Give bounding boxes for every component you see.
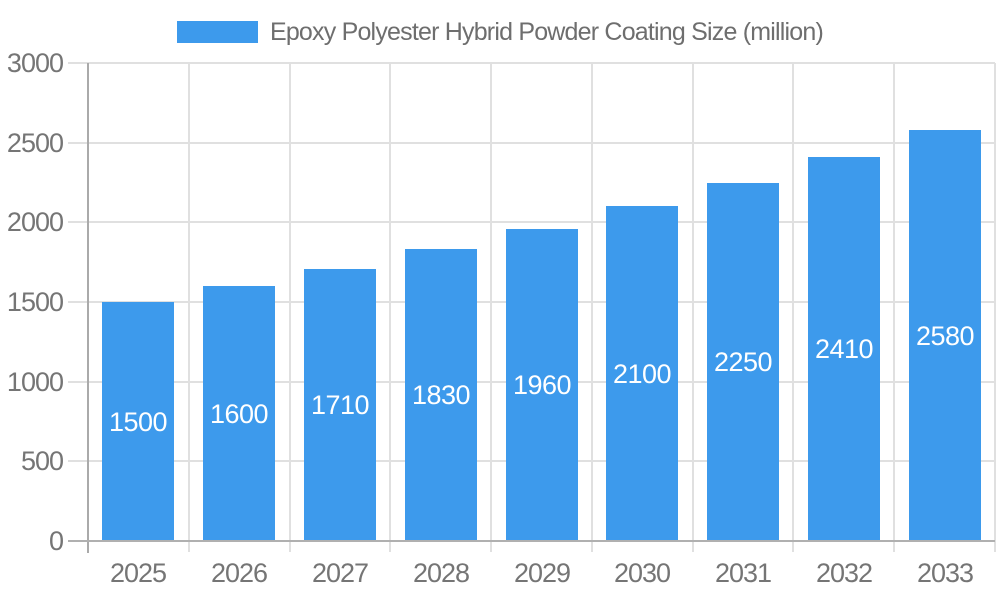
legend-series-label: Epoxy Polyester Hybrid Powder Coating Si… — [269, 18, 824, 46]
x-gridline — [792, 63, 794, 552]
x-tick-label: 2027 — [311, 558, 369, 588]
x-gridline — [692, 63, 694, 552]
x-gridline — [389, 63, 391, 552]
y-gridline — [68, 142, 995, 144]
y-tick-label: 2000 — [6, 207, 64, 237]
bar[interactable] — [506, 229, 578, 541]
x-gridline — [591, 63, 593, 552]
x-gridline — [994, 63, 996, 552]
y-tick-label: 1500 — [6, 287, 64, 317]
x-gridline — [490, 63, 492, 552]
x-axis-line — [68, 540, 995, 542]
y-tick-label: 3000 — [6, 48, 64, 78]
x-tick-label: 2028 — [412, 558, 470, 588]
y-tick-label: 1000 — [6, 367, 64, 397]
bar[interactable] — [707, 183, 779, 541]
y-tick-label: 2500 — [6, 128, 64, 158]
x-tick-label: 2031 — [714, 558, 772, 588]
x-gridline — [289, 63, 291, 552]
bar[interactable] — [203, 286, 275, 541]
bar[interactable] — [909, 130, 981, 541]
x-tick-label: 2033 — [916, 558, 974, 588]
bar[interactable] — [102, 302, 174, 541]
x-tick-label: 2026 — [210, 558, 268, 588]
x-tick-label: 2029 — [513, 558, 571, 588]
bar[interactable] — [304, 269, 376, 541]
bar[interactable] — [606, 206, 678, 541]
bar[interactable] — [405, 249, 477, 541]
y-tick-label: 0 — [48, 526, 64, 556]
x-tick-label: 2025 — [109, 558, 167, 588]
x-gridline — [893, 63, 895, 552]
legend-swatch[interactable] — [176, 21, 258, 43]
y-axis-line — [87, 63, 89, 553]
legend[interactable]: Epoxy Polyester Hybrid Powder Coating Si… — [0, 19, 1000, 45]
y-tick-label: 500 — [20, 446, 64, 476]
y-gridline — [68, 221, 995, 223]
x-gridline — [188, 63, 190, 552]
bar[interactable] — [808, 157, 880, 541]
x-tick-label: 2032 — [815, 558, 873, 588]
y-gridline — [68, 62, 995, 64]
x-tick-label: 2030 — [613, 558, 671, 588]
